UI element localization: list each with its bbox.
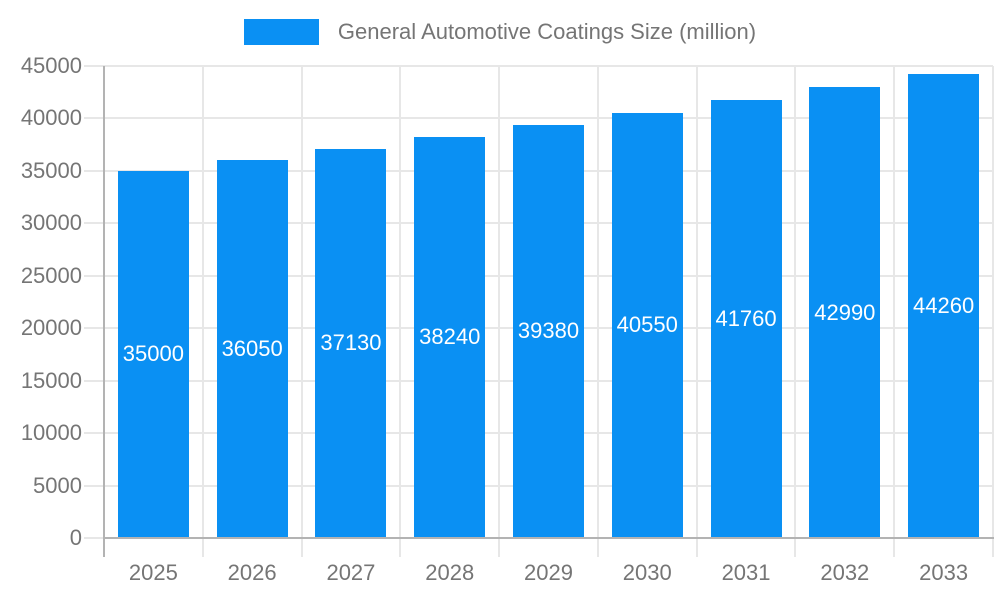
y-axis-tick-label: 35000: [20, 157, 82, 183]
category-boundary-gridline: [992, 66, 994, 557]
y-axis-tick: [84, 169, 104, 172]
x-axis-tick-label: 2031: [721, 560, 771, 585]
y-axis-tick: [84, 537, 104, 539]
category-boundary-gridline: [300, 66, 303, 557]
y-axis-tick-label: 25000: [20, 262, 82, 288]
bar-2028: 38240: [414, 136, 486, 538]
y-axis-tick: [84, 432, 104, 435]
category-boundary-gridline: [201, 66, 204, 557]
y-axis-line: [103, 66, 105, 557]
y-axis-tick-label: 0: [69, 525, 82, 550]
bar-2032: 42990: [809, 87, 881, 538]
x-axis-tick-label: 2026: [227, 560, 277, 585]
y-axis-tick: [84, 274, 104, 277]
bar-value-label: 39380: [517, 318, 580, 344]
bar-2026: 36050: [216, 159, 288, 538]
x-axis-tick-label: 2030: [622, 560, 672, 585]
y-axis-tick-label: 30000: [20, 210, 82, 236]
category-boundary-gridline: [893, 66, 896, 557]
chart-legend: General Automotive Coatings Size (millio…: [0, 17, 1000, 47]
x-axis-tick-label: 2032: [820, 560, 870, 585]
category-boundary-gridline: [695, 66, 698, 557]
bar-2031: 41760: [710, 99, 782, 538]
bar-value-label: 36050: [221, 335, 283, 361]
y-axis-tick-label: 20000: [20, 315, 82, 341]
y-axis-tick-label: 15000: [20, 367, 82, 393]
category-boundary-gridline: [399, 66, 402, 557]
bar-2025: 35000: [117, 170, 189, 538]
legend-label: General Automotive Coatings Size (millio…: [337, 19, 757, 44]
bar-2029: 39380: [513, 124, 584, 538]
y-axis-tick: [84, 379, 104, 382]
y-axis-tick: [84, 327, 104, 330]
x-axis-tick-label: 2025: [128, 560, 178, 585]
category-boundary-gridline: [596, 66, 599, 557]
y-axis-tick: [84, 65, 104, 67]
bar-2030: 40550: [611, 112, 683, 538]
x-axis-tick-label: 2033: [919, 560, 969, 585]
bar-value-label: 35000: [122, 341, 184, 367]
y-axis-tick: [84, 117, 104, 120]
bar-value-label: 42990: [814, 299, 876, 325]
x-axis-tick-label: 2029: [524, 560, 573, 585]
bar-value-label: 40550: [616, 312, 678, 338]
bar-value-label: 41760: [715, 305, 777, 331]
y-axis-tick-label: 45000: [20, 53, 82, 78]
category-boundary-gridline: [498, 66, 501, 557]
category-boundary-gridline: [794, 66, 797, 557]
x-axis-tick-label: 2027: [326, 560, 376, 585]
bar-2027: 37130: [315, 148, 387, 538]
bar-value-label: 44260: [913, 292, 975, 318]
y-axis-tick: [84, 484, 104, 487]
bar-2033: 44260: [908, 73, 980, 538]
bar-value-label: 38240: [419, 324, 481, 350]
h-gridline: [104, 117, 993, 120]
x-axis-line: [103, 537, 994, 539]
h-gridline: [104, 65, 993, 67]
y-axis-tick-label: 10000: [20, 420, 82, 446]
y-axis-tick-label: 5000: [33, 472, 82, 498]
bar-value-label: 37130: [320, 330, 382, 356]
legend-swatch: [243, 19, 319, 45]
y-axis-tick: [84, 222, 104, 225]
y-axis-tick-label: 40000: [20, 105, 82, 131]
x-axis-tick-label: 2028: [425, 560, 475, 585]
